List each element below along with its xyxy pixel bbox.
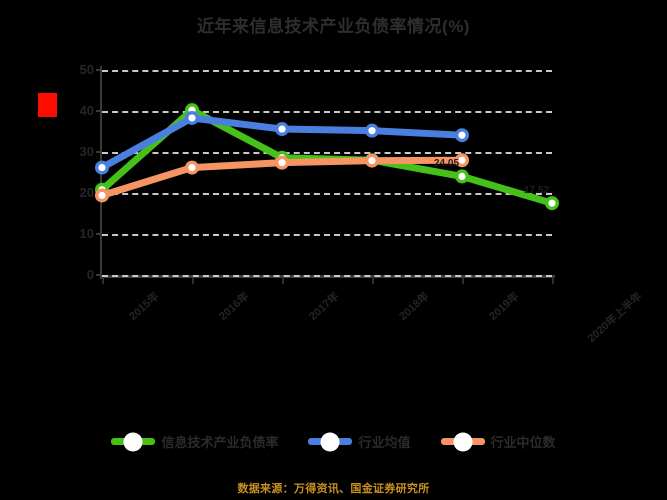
legend-label-2: 行业中位数 xyxy=(490,435,556,450)
series-0-marker-4 xyxy=(458,172,466,180)
x-axis-tick-5 xyxy=(552,277,554,284)
series-2-marker-3 xyxy=(368,157,376,165)
x-axis-tick-4 xyxy=(462,277,464,284)
x-axis-label-0: 2015年 xyxy=(127,290,162,323)
chart-footer-source: 数据来源：万得资讯、国金证券研究所 xyxy=(237,483,430,495)
y-axis-label-40: 40 xyxy=(79,103,94,118)
series-0-marker-5 xyxy=(548,199,556,207)
series-2-marker-1 xyxy=(188,163,196,172)
legend-item-2[interactable]: 行业中位数 xyxy=(440,432,556,451)
x-axis-tick-1 xyxy=(192,277,194,284)
x-axis-tick-0 xyxy=(102,277,104,284)
data-label-0: 24.05 xyxy=(434,158,460,170)
x-axis-label-3: 2018年 xyxy=(397,290,432,323)
series-1-marker-3 xyxy=(368,127,376,135)
series-2-marker-0 xyxy=(98,191,106,200)
y-axis-label-20: 20 xyxy=(79,185,94,200)
x-axis-label-5: 2020年上半年 xyxy=(585,290,645,345)
chart-title: 近年来信息技术产业负债率情况(%) xyxy=(197,17,470,36)
gridline-50 xyxy=(102,70,552,72)
y-axis-label-30: 30 xyxy=(79,144,94,159)
y-axis-tick-10 xyxy=(96,233,102,235)
gridline-30 xyxy=(102,152,552,154)
series-1-marker-0 xyxy=(98,163,106,172)
gridline-0 xyxy=(102,275,552,277)
series-2-marker-2 xyxy=(278,159,286,167)
legend-swatch-1 xyxy=(308,432,353,451)
red-marker-block xyxy=(38,93,57,117)
gridline-40 xyxy=(102,111,552,113)
x-axis-label-1: 2016年 xyxy=(217,290,252,323)
series-1-marker-1 xyxy=(188,114,196,122)
y-axis-label-0: 0 xyxy=(86,267,94,282)
y-axis-tick-50 xyxy=(96,69,102,71)
legend-label-0: 信息技术产业负债率 xyxy=(161,435,279,450)
series-1-marker-2 xyxy=(278,125,286,133)
legend-swatch-0 xyxy=(111,432,156,451)
y-axis-label-50: 50 xyxy=(79,62,94,77)
series-2-marker-4 xyxy=(458,156,466,164)
gridline-20 xyxy=(102,193,552,195)
series-1-marker-4 xyxy=(458,131,466,139)
x-axis-tick-2 xyxy=(282,277,284,284)
legend-swatch-2 xyxy=(440,432,485,451)
x-axis-label-2: 2017年 xyxy=(307,290,342,323)
y-axis-tick-40 xyxy=(96,110,102,112)
legend-label-1: 行业均值 xyxy=(358,435,411,450)
x-axis-tick-3 xyxy=(372,277,374,284)
data-label-1: 17.52 xyxy=(524,185,550,197)
series-layer xyxy=(95,103,559,211)
legend-item-0[interactable]: 信息技术产业负债率 xyxy=(111,432,278,451)
chart-legend: 信息技术产业负债率 行业均值 行业中位数 xyxy=(0,432,667,451)
legend-item-1[interactable]: 行业均值 xyxy=(308,432,411,451)
y-axis-tick-30 xyxy=(96,151,102,153)
y-axis-tick-0 xyxy=(96,274,102,276)
series-line-0 xyxy=(98,106,556,207)
gridline-10 xyxy=(102,234,552,236)
x-axis-label-4: 2019年 xyxy=(487,290,522,323)
y-axis-label-10: 10 xyxy=(79,226,94,241)
plot-area xyxy=(95,70,559,275)
